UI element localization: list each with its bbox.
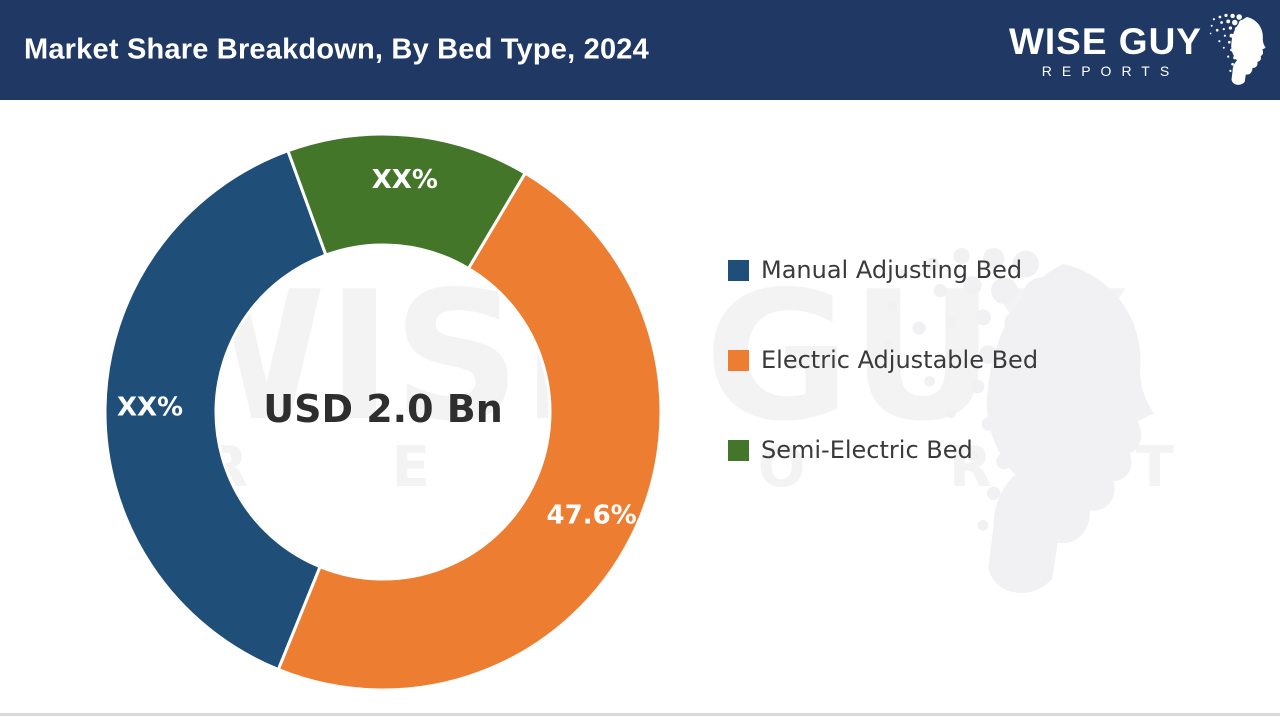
legend-item-electric-adjustable-bed[interactable]: Electric Adjustable Bed (728, 343, 1038, 377)
pie-slice[interactable] (276, 171, 663, 692)
donut-chart: XX% 47.6% XX% (103, 132, 663, 692)
slice-label: XX% (372, 165, 438, 195)
legend-item-manual-adjusting-bed[interactable]: Manual Adjusting Bed (728, 253, 1022, 287)
header-bar: Market Share Breakdown, By Bed Type, 202… (0, 0, 1280, 100)
logo-subtext: REPORTS (1041, 62, 1180, 79)
legend-label: Electric Adjustable Bed (761, 346, 1039, 374)
logo-face-icon (1209, 13, 1266, 85)
legend-swatch-icon (728, 349, 749, 371)
pie-slice[interactable] (286, 132, 527, 270)
legend-swatch-icon (728, 439, 749, 461)
legend-label: Manual Adjusting Bed (761, 256, 1023, 284)
slice-label: 47.6% (547, 501, 637, 531)
page-title: Market Share Breakdown, By Bed Type, 202… (24, 33, 649, 66)
legend-item-semi-electric-bed[interactable]: Semi-Electric Bed (728, 433, 973, 467)
logo-wordmark: WISE GUY (1008, 20, 1202, 62)
slice-label: XX% (117, 393, 183, 423)
pie-slice[interactable] (103, 149, 328, 672)
chart-center-value: USD 2.0 Bn (263, 387, 503, 431)
legend-label: Semi-Electric Bed (761, 436, 973, 464)
legend-swatch-icon (728, 259, 749, 281)
bottom-divider (0, 713, 1280, 716)
wise-guy-reports-logo: WISE GUY REPORTS (1009, 6, 1270, 94)
